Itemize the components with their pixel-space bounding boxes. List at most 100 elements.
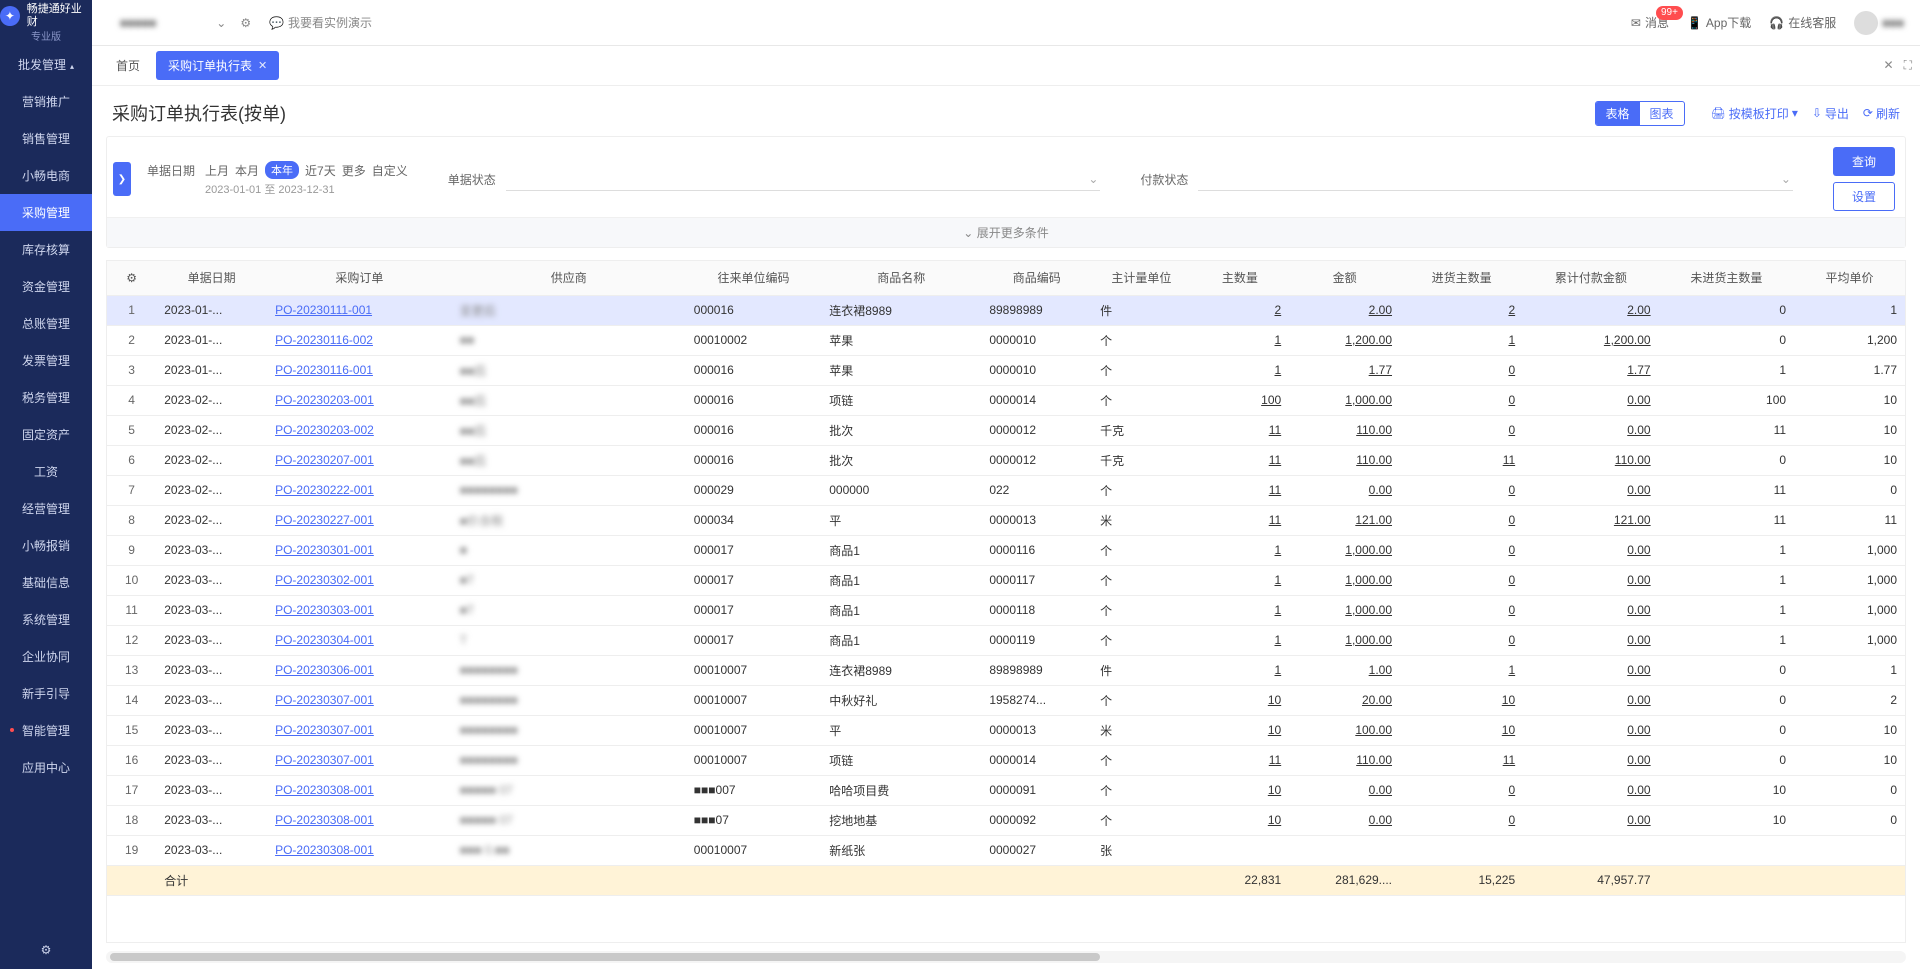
table-row[interactable]: 82023-02-...PO-20230227-001■价含税000034平00… <box>107 505 1905 535</box>
table-cell[interactable]: 11 <box>1191 445 1290 475</box>
table-cell[interactable]: 0.00 <box>1523 595 1658 625</box>
table-row[interactable]: 62023-02-...PO-20230207-001■■后000016批次00… <box>107 445 1905 475</box>
table-cell[interactable]: 1,000.00 <box>1289 625 1400 655</box>
table-cell[interactable]: 1 <box>1191 655 1290 685</box>
table-header[interactable]: 往来单位编码 <box>686 261 821 295</box>
po-link[interactable]: PO-20230308-001 <box>267 775 452 805</box>
table-cell[interactable]: 0.00 <box>1289 805 1400 835</box>
table-row[interactable]: 72023-02-...PO-20230222-001■■■■■■■■00002… <box>107 475 1905 505</box>
table-cell[interactable]: 110.00 <box>1523 445 1658 475</box>
sidebar-item-14[interactable]: 基础信息 <box>0 564 92 601</box>
table-cell[interactable]: 0 <box>1400 595 1523 625</box>
table-cell[interactable]: 0.00 <box>1523 565 1658 595</box>
sidebar-item-11[interactable]: 工资 <box>0 453 92 490</box>
segment-table[interactable]: 表格 <box>1596 102 1640 125</box>
sidebar-item-0[interactable]: 批发管理 <box>0 46 92 83</box>
table-cell[interactable]: 20.00 <box>1289 685 1400 715</box>
refresh-button[interactable]: ⟳ 刷新 <box>1863 105 1900 122</box>
table-header[interactable]: 主计量单位 <box>1092 261 1191 295</box>
table-cell[interactable]: 1 <box>1191 595 1290 625</box>
gear-icon[interactable]: ⚙ <box>240 16 251 30</box>
table-cell[interactable]: 11 <box>1191 505 1290 535</box>
table-cell[interactable]: 1 <box>1191 325 1290 355</box>
table-row[interactable]: 22023-01-...PO-20230116-002■■00010002苹果0… <box>107 325 1905 355</box>
sidebar-item-9[interactable]: 税务管理 <box>0 379 92 416</box>
table-cell[interactable]: 100.00 <box>1289 715 1400 745</box>
table-cell[interactable]: 0.00 <box>1523 745 1658 775</box>
print-button[interactable]: 🖨 按模板打印 ▾ <box>1711 105 1798 122</box>
table-row[interactable]: 12023-01-...PO-20230111-001变更后000016连衣裙8… <box>107 295 1905 325</box>
table-header[interactable]: 商品编码 <box>981 261 1092 295</box>
table-row[interactable]: 32023-01-...PO-20230116-001■■后000016苹果00… <box>107 355 1905 385</box>
scrollbar-thumb[interactable] <box>110 953 1100 961</box>
po-link[interactable]: PO-20230302-001 <box>267 565 452 595</box>
table-cell[interactable]: 0 <box>1400 385 1523 415</box>
table-cell[interactable]: 11 <box>1400 745 1523 775</box>
table-cell[interactable]: 1,000.00 <box>1289 595 1400 625</box>
table-cell[interactable]: 1 <box>1191 625 1290 655</box>
table-cell[interactable]: 0 <box>1400 565 1523 595</box>
date-range-3[interactable]: 近7天 <box>305 162 336 179</box>
sidebar-item-19[interactable]: 应用中心 <box>0 749 92 786</box>
po-link[interactable]: PO-20230116-002 <box>267 325 452 355</box>
po-link[interactable]: PO-20230304-001 <box>267 625 452 655</box>
table-cell[interactable]: 11 <box>1191 415 1290 445</box>
table-cell[interactable] <box>1289 835 1400 865</box>
po-link[interactable]: PO-20230111-001 <box>267 295 452 325</box>
po-link[interactable]: PO-20230207-001 <box>267 445 452 475</box>
table-cell[interactable]: 10 <box>1191 685 1290 715</box>
table-cell[interactable]: 0 <box>1400 475 1523 505</box>
table-header[interactable]: 商品名称 <box>821 261 981 295</box>
table-cell[interactable]: 1,200.00 <box>1523 325 1658 355</box>
table-cell[interactable]: 1.00 <box>1289 655 1400 685</box>
table-header[interactable]: 进货主数量 <box>1400 261 1523 295</box>
table-cell[interactable]: 0 <box>1400 775 1523 805</box>
table-cell[interactable]: 121.00 <box>1289 505 1400 535</box>
tab-close-all-icon[interactable]: ✕ <box>1884 58 1894 73</box>
table-cell[interactable] <box>1400 835 1523 865</box>
table-cell[interactable]: 110.00 <box>1289 745 1400 775</box>
table-cell[interactable]: 1,000.00 <box>1289 535 1400 565</box>
table-cell[interactable]: 1 <box>1191 565 1290 595</box>
customer-service-button[interactable]: 🎧 在线客服 <box>1769 14 1836 31</box>
table-cell[interactable]: 1,200.00 <box>1289 325 1400 355</box>
query-button[interactable]: 查询 <box>1833 147 1895 176</box>
table-cell[interactable]: 0.00 <box>1523 715 1658 745</box>
table-row[interactable]: 122023-03-...PO-20230304-001T000017商品100… <box>107 625 1905 655</box>
po-link[interactable]: PO-20230227-001 <box>267 505 452 535</box>
table-cell[interactable]: 10 <box>1191 715 1290 745</box>
org-selector[interactable]: ■■■■■ <box>120 16 156 30</box>
sidebar-item-12[interactable]: 经营管理 <box>0 490 92 527</box>
table-header[interactable]: 单据日期 <box>156 261 267 295</box>
table-cell[interactable]: 0.00 <box>1523 775 1658 805</box>
table-cell[interactable]: 10 <box>1191 775 1290 805</box>
table-cell[interactable]: 0.00 <box>1523 625 1658 655</box>
po-link[interactable]: PO-20230203-002 <box>267 415 452 445</box>
date-range-2[interactable]: 本年 <box>265 161 299 179</box>
table-cell[interactable]: 0 <box>1400 505 1523 535</box>
pay-status-select[interactable]: ⌄ <box>1198 168 1793 191</box>
fullscreen-icon[interactable]: ⛶ <box>1904 58 1912 73</box>
sidebar-item-10[interactable]: 固定资产 <box>0 416 92 453</box>
chevron-down-icon[interactable]: ⌄ <box>216 16 226 30</box>
table-cell[interactable]: 10 <box>1191 805 1290 835</box>
date-range-4[interactable]: 更多 <box>342 162 366 179</box>
sidebar-item-3[interactable]: 小畅电商 <box>0 157 92 194</box>
table-cell[interactable]: 0 <box>1400 625 1523 655</box>
po-link[interactable]: PO-20230303-001 <box>267 595 452 625</box>
status-select[interactable]: ⌄ <box>506 168 1101 191</box>
table-settings-icon[interactable]: ⚙ <box>107 261 156 295</box>
table-row[interactable]: 152023-03-...PO-20230307-001■■■■■■■■0001… <box>107 715 1905 745</box>
sidebar-item-4[interactable]: 采购管理 <box>0 194 92 231</box>
user-menu[interactable]: ■■■ <box>1854 11 1904 35</box>
table-cell[interactable]: 1 <box>1191 355 1290 385</box>
table-cell[interactable]: 11 <box>1191 475 1290 505</box>
sidebar-item-1[interactable]: 营销推广 <box>0 83 92 120</box>
sidebar-item-5[interactable]: 库存核算 <box>0 231 92 268</box>
close-icon[interactable]: ✕ <box>258 59 267 72</box>
table-cell[interactable]: 11 <box>1400 445 1523 475</box>
table-row[interactable]: 142023-03-...PO-20230307-001■■■■■■■■0001… <box>107 685 1905 715</box>
po-link[interactable]: PO-20230307-001 <box>267 715 452 745</box>
table-cell[interactable]: 0.00 <box>1523 415 1658 445</box>
table-cell[interactable]: 0.00 <box>1523 385 1658 415</box>
